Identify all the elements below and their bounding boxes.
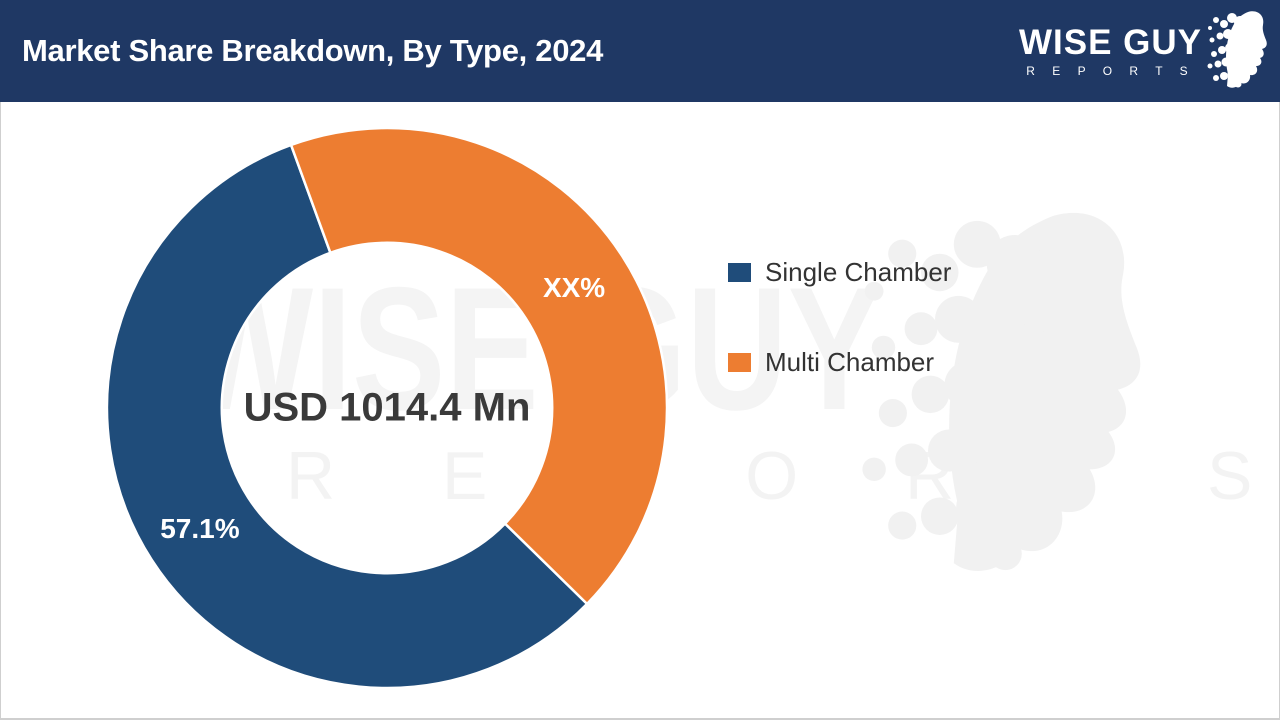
logo-name: WISE GUY	[1018, 22, 1202, 62]
legend-swatch-multi-chamber	[728, 352, 751, 372]
page-title: Market Share Breakdown, By Type, 2024	[22, 33, 604, 68]
legend-swatch-single-chamber	[728, 262, 751, 282]
legend-label: Single Chamber	[765, 256, 952, 287]
donut-chart: 57.1% XX%	[105, 126, 669, 690]
face-dots-icon	[1207, 11, 1267, 88]
header-bar: Market Share Breakdown, By Type, 2024 WI…	[0, 0, 1280, 102]
slice-percent-label: XX%	[543, 272, 605, 303]
wiseguy-logo: WISE GUY R E P O R T S	[1019, 6, 1268, 96]
chart-center-value: USD 1014.4 Mn	[243, 385, 531, 430]
slice-percent-label: 57.1%	[160, 513, 239, 544]
chart-panel: WISE GUY R E P O R T S 57.1% XX% USD 1014…	[0, 102, 1280, 720]
logo-tagline: R E P O R T S	[1026, 63, 1195, 78]
wiseguy-logo-text: WISE GUY R E P O R T S	[1019, 25, 1202, 78]
legend-item-single-chamber: Single Chamber	[728, 256, 952, 287]
legend-item-multi-chamber: Multi Chamber	[728, 346, 935, 377]
donut-slice-multi-chamber	[289, 126, 669, 606]
donut-slice-single-chamber	[105, 143, 589, 690]
watermark-face-dots	[862, 212, 1141, 571]
legend-label: Multi Chamber	[765, 346, 935, 377]
